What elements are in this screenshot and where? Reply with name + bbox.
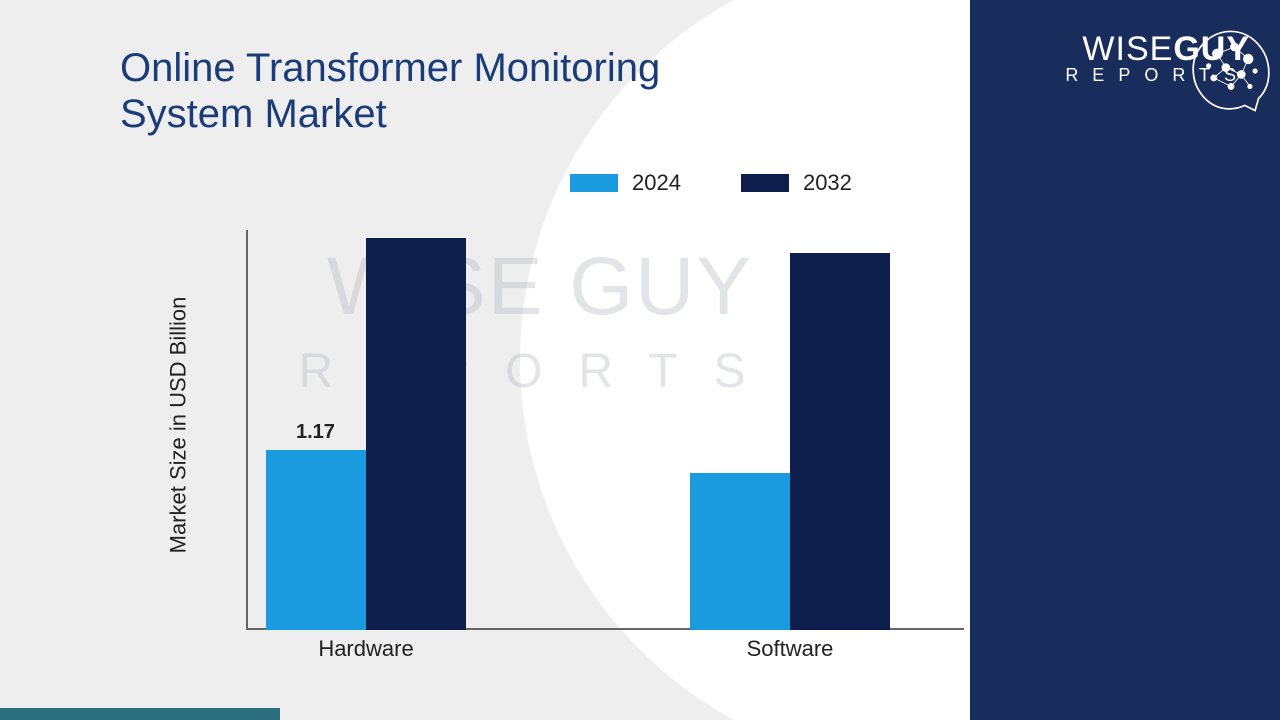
accent-bottom-bar — [0, 708, 280, 720]
legend-label-2024: 2024 — [632, 170, 681, 196]
legend-item-2024: 2024 — [570, 170, 681, 196]
brand-logo: WISEGUY REPORTS — [1065, 30, 1250, 86]
y-axis-line — [246, 230, 248, 630]
brand-word-2: GUY — [1173, 30, 1250, 68]
bar-hardware-2032 — [366, 238, 466, 630]
brand-line2: REPORTS — [1065, 65, 1250, 86]
category-label-hardware: Hardware — [266, 636, 466, 662]
chart-title: Online Transformer Monitoring System Mar… — [120, 45, 740, 137]
legend-label-2032: 2032 — [803, 170, 852, 196]
page-root: WISEGUY REPORTS Online Transformer Monit… — [0, 0, 1280, 720]
bar-group-hardware: 1.17Hardware — [266, 238, 466, 630]
chart-area: Market Size in USD Billion 2024 2032 1.1… — [90, 170, 990, 680]
legend: 2024 2032 — [570, 170, 852, 196]
bar-group-software: Software — [690, 253, 890, 630]
brand-word-1: WISE — [1082, 30, 1173, 68]
legend-swatch-2024 — [570, 174, 618, 192]
bar-hardware-2024 — [266, 450, 366, 630]
bar-software-2024 — [690, 473, 790, 630]
legend-item-2032: 2032 — [741, 170, 852, 196]
legend-swatch-2032 — [741, 174, 789, 192]
brand-line1: WISEGUY — [1065, 30, 1250, 69]
value-label-hardware-2024: 1.17 — [296, 421, 335, 444]
bar-software-2032 — [790, 253, 890, 630]
plot-region: 1.17Hardware Software — [150, 230, 970, 630]
category-label-software: Software — [690, 636, 890, 662]
